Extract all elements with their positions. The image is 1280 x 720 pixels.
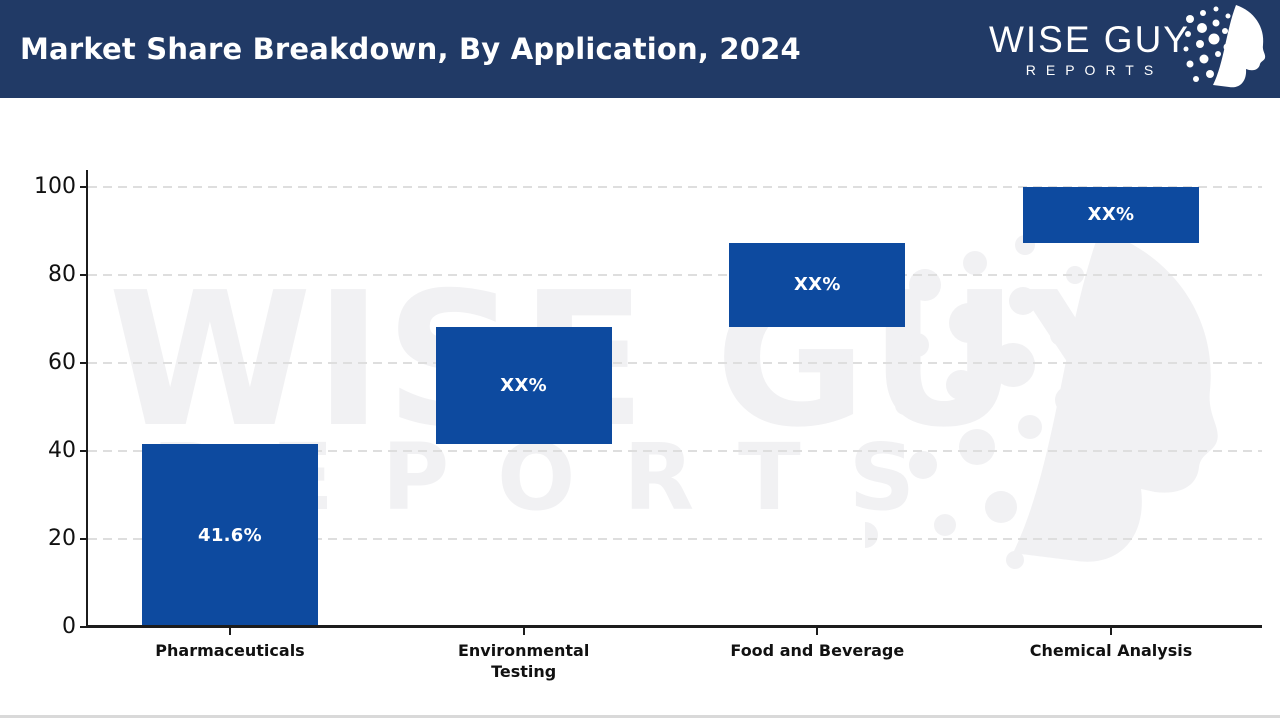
bar-value-label: XX% (1087, 204, 1135, 226)
x-tick-mark (1110, 627, 1112, 635)
brand-subname: REPORTS (1025, 61, 1164, 78)
x-category-label: Pharmaceuticals (155, 641, 305, 660)
x-category-label: Chemical Analysis (1029, 641, 1193, 660)
x-category-label: Food and Beverage (730, 641, 905, 660)
y-tick-mark (80, 273, 88, 276)
gridline (88, 185, 1262, 188)
gridline (88, 361, 1262, 364)
x-tick-mark (816, 627, 819, 635)
waterfall-bar: XX% (1023, 186, 1199, 243)
logo-face-dots-icon (1183, 5, 1266, 88)
brand-logo: WISE GUY REPORTS (989, 0, 1272, 98)
gridline (88, 273, 1262, 276)
y-tick-mark (80, 185, 88, 188)
bar-value-label: XX% (793, 274, 841, 296)
brand-logo-text: WISE GUY REPORTS (989, 21, 1190, 78)
y-tick-label: 0 (62, 614, 76, 639)
bottom-border (0, 715, 1280, 718)
y-tick-label: 100 (34, 173, 76, 199)
waterfall-bar: XX% (729, 242, 906, 327)
x-axis-spine (86, 625, 1262, 628)
x-category-label: Environmental Testing (457, 641, 590, 681)
y-axis-spine (86, 170, 88, 628)
y-tick-label: 40 (48, 437, 76, 463)
brand-name: WISE GUY (988, 18, 1190, 60)
header-bar: Market Share Breakdown, By Application, … (0, 0, 1280, 98)
y-tick-mark (80, 626, 88, 628)
gridline (88, 537, 1262, 540)
bar-value-label: XX% (500, 374, 547, 396)
y-tick-mark (80, 537, 88, 540)
waterfall-bar: 41.6% (142, 443, 318, 627)
watermark-face-dots-icon (865, 230, 1218, 569)
gridline (88, 449, 1262, 452)
y-tick-mark (80, 449, 88, 452)
y-tick-label: 80 (48, 261, 76, 287)
x-tick-mark (522, 627, 525, 635)
page-title: Market Share Breakdown, By Application, … (20, 32, 801, 66)
bar-value-label: 41.6% (198, 524, 262, 546)
watermark-text-line1: WISE GUY (108, 252, 1157, 468)
y-tick-label: 60 (48, 349, 76, 375)
waterfall-bar: XX% (435, 327, 612, 444)
y-tick-mark (80, 361, 88, 364)
x-tick-mark (229, 627, 231, 635)
y-tick-label: 20 (48, 525, 76, 551)
